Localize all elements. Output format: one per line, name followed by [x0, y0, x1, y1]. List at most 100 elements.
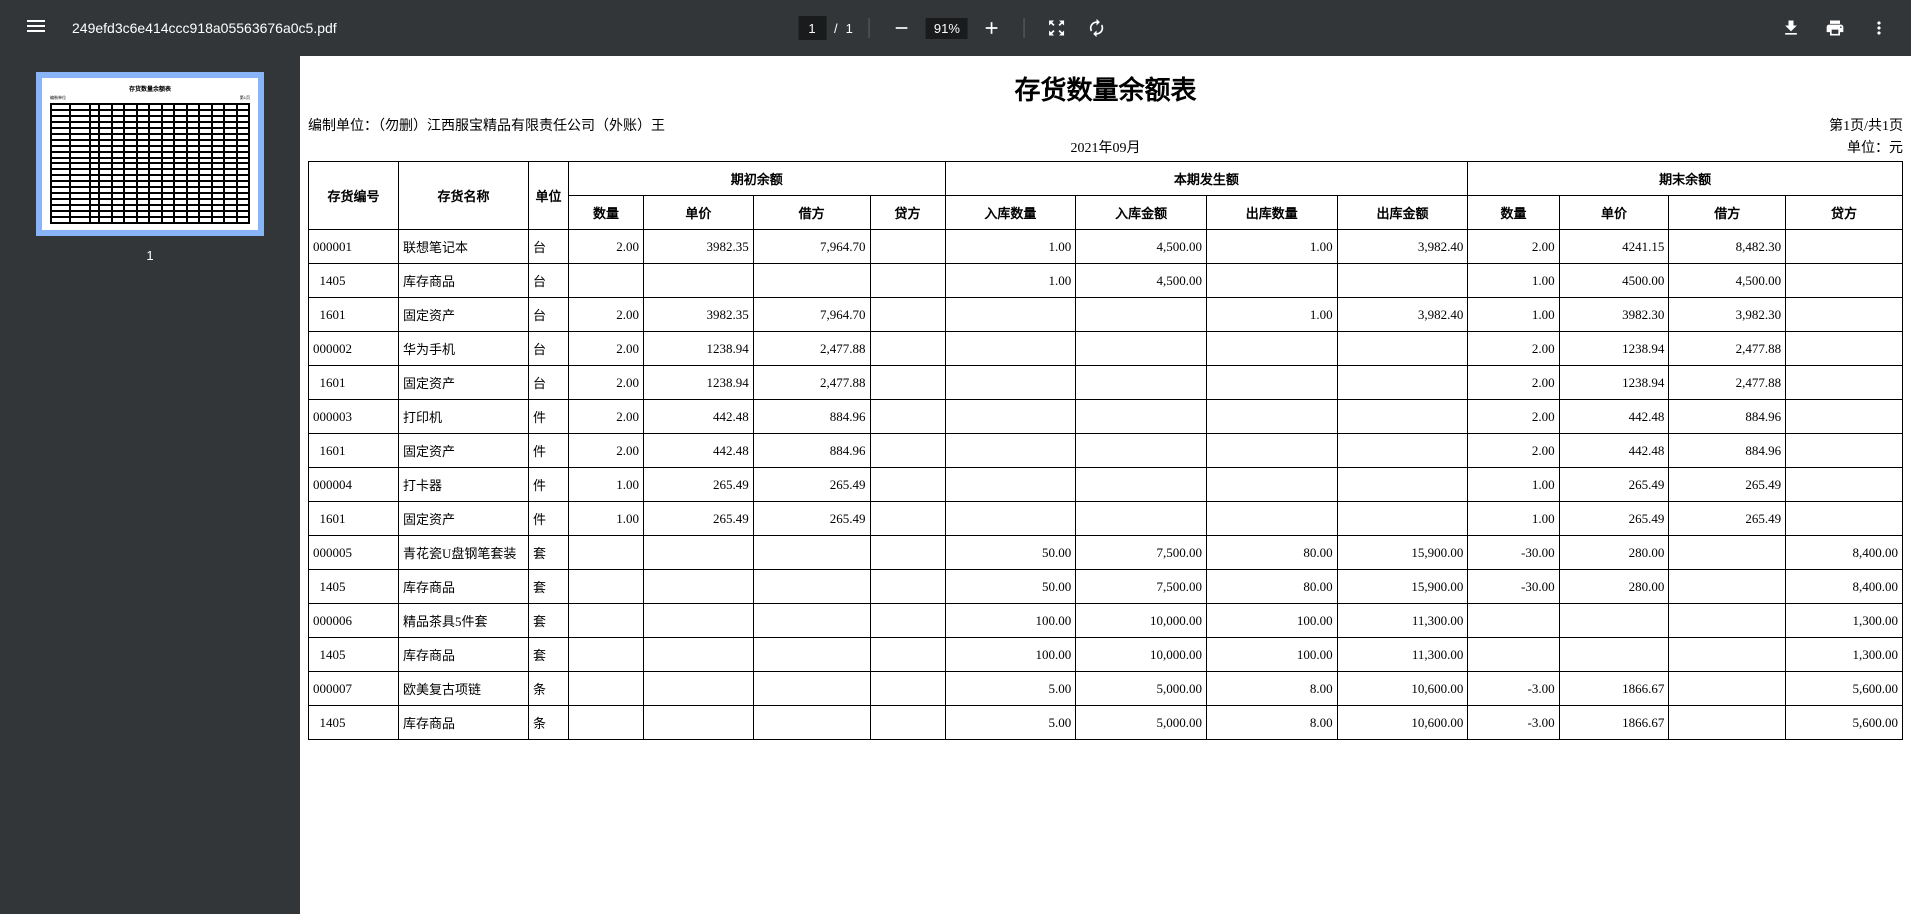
table-cell: -3.00 — [1468, 706, 1559, 740]
table-row: 000007欧美复古项链条5.005,000.008.0010,600.00-3… — [309, 672, 1903, 706]
table-cell — [569, 672, 644, 706]
table-cell: 台 — [529, 264, 569, 298]
page-input[interactable] — [798, 16, 826, 40]
table-cell: 固定资产 — [399, 434, 529, 468]
page-thumbnail[interactable]: 存货数量余额表 编制单位第1页 — [36, 72, 264, 236]
table-cell: 442.48 — [644, 400, 754, 434]
table-cell: 1405 — [309, 706, 399, 740]
th-b-cr: 贷方 — [870, 196, 945, 230]
table-cell: 库存商品 — [399, 570, 529, 604]
table-cell — [945, 502, 1076, 536]
toolbar-right — [1775, 12, 1895, 44]
table-cell — [753, 604, 870, 638]
table-cell — [870, 672, 945, 706]
table-cell: 884.96 — [753, 434, 870, 468]
table-cell — [569, 264, 644, 298]
th-code: 存货编号 — [309, 162, 399, 230]
table-cell: 265.49 — [1669, 502, 1786, 536]
table-cell: 50.00 — [945, 570, 1076, 604]
table-row: 1405库存商品台1.004,500.001.004500.004,500.00 — [309, 264, 1903, 298]
download-button[interactable] — [1775, 12, 1807, 44]
table-cell: 265.49 — [644, 502, 754, 536]
table-cell — [1786, 332, 1903, 366]
divider — [869, 18, 870, 38]
table-cell — [1337, 468, 1468, 502]
table-row: 1405库存商品套100.0010,000.00100.0011,300.001… — [309, 638, 1903, 672]
table-cell — [644, 638, 754, 672]
table-cell: 打印机 — [399, 400, 529, 434]
table-cell: 10,600.00 — [1337, 706, 1468, 740]
table-cell: 1238.94 — [1559, 366, 1669, 400]
th-group-period: 本期发生额 — [945, 162, 1468, 196]
table-cell: 联想笔记本 — [399, 230, 529, 264]
table-cell — [569, 706, 644, 740]
table-cell: 件 — [529, 434, 569, 468]
table-cell — [1337, 400, 1468, 434]
table-cell — [753, 638, 870, 672]
table-cell: 库存商品 — [399, 638, 529, 672]
zoom-level[interactable]: 91% — [926, 18, 968, 39]
table-row: 1405库存商品条5.005,000.008.0010,600.00-3.001… — [309, 706, 1903, 740]
table-cell: 套 — [529, 536, 569, 570]
table-cell: 4500.00 — [1559, 264, 1669, 298]
th-out-qty: 出库数量 — [1206, 196, 1337, 230]
table-cell: 1601 — [309, 298, 399, 332]
table-cell — [1786, 230, 1903, 264]
table-cell — [1786, 264, 1903, 298]
table-cell: 1.00 — [945, 230, 1076, 264]
pdf-viewer[interactable]: 存货数量余额表 编制单位：（勿删）江西服宝精品有限责任公司（外账）王 第1页/共… — [300, 56, 1911, 914]
table-cell: 000003 — [309, 400, 399, 434]
inventory-table: 存货编号 存货名称 单位 期初余额 本期发生额 期末余额 数量 单价 借方 贷方… — [308, 161, 1903, 740]
table-cell: 3982.35 — [644, 230, 754, 264]
pdf-toolbar: 249efd3c6e414ccc918a05563676a0c5.pdf / 1… — [0, 0, 1911, 56]
table-cell: 265.49 — [753, 502, 870, 536]
table-cell: 000005 — [309, 536, 399, 570]
table-row: 000004打卡器件1.00265.49265.491.00265.49265.… — [309, 468, 1903, 502]
table-cell: 5.00 — [945, 706, 1076, 740]
table-cell: 3982.30 — [1559, 298, 1669, 332]
table-cell: 1405 — [309, 264, 399, 298]
table-cell — [1559, 604, 1669, 638]
table-cell: 1.00 — [1468, 502, 1559, 536]
table-cell: 2.00 — [1468, 332, 1559, 366]
table-cell: 80.00 — [1206, 570, 1337, 604]
table-cell: 欧美复古项链 — [399, 672, 529, 706]
rotate-button[interactable] — [1081, 12, 1113, 44]
table-cell: 1866.67 — [1559, 706, 1669, 740]
table-cell — [1337, 264, 1468, 298]
table-header-row-1: 存货编号 存货名称 单位 期初余额 本期发生额 期末余额 — [309, 162, 1903, 196]
document-subheader: 编制单位：（勿删）江西服宝精品有限责任公司（外账）王 第1页/共1页 — [308, 115, 1903, 135]
table-cell — [945, 366, 1076, 400]
table-cell — [753, 672, 870, 706]
more-icon[interactable] — [1863, 12, 1895, 44]
table-cell: 1601 — [309, 434, 399, 468]
table-cell: 青花瓷U盘钢笔套装 — [399, 536, 529, 570]
fit-page-button[interactable] — [1041, 12, 1073, 44]
table-cell — [1206, 400, 1337, 434]
page-info-label: 第1页/共1页 — [1829, 115, 1903, 135]
table-cell: 4241.15 — [1559, 230, 1669, 264]
print-button[interactable] — [1819, 12, 1851, 44]
zoom-out-button[interactable] — [886, 12, 918, 44]
table-cell: 件 — [529, 502, 569, 536]
table-cell — [1076, 366, 1207, 400]
table-cell: 7,500.00 — [1076, 570, 1207, 604]
table-cell: 265.49 — [1669, 468, 1786, 502]
table-cell — [569, 536, 644, 570]
th-e-qty: 数量 — [1468, 196, 1559, 230]
table-cell — [945, 434, 1076, 468]
menu-icon[interactable] — [16, 6, 56, 51]
table-cell — [1669, 604, 1786, 638]
zoom-in-button[interactable] — [976, 12, 1008, 44]
table-cell — [753, 536, 870, 570]
document-subheader-2: 2021年09月 单位：元 — [308, 137, 1903, 157]
table-row: 000002华为手机台2.001238.942,477.882.001238.9… — [309, 332, 1903, 366]
th-group-ending: 期末余额 — [1468, 162, 1903, 196]
toolbar-center: / 1 91% — [798, 12, 1113, 44]
table-cell: 2.00 — [569, 434, 644, 468]
pdf-page: 存货数量余额表 编制单位：（勿删）江西服宝精品有限责任公司（外账）王 第1页/共… — [300, 56, 1911, 914]
table-cell: 8.00 — [1206, 672, 1337, 706]
th-name: 存货名称 — [399, 162, 529, 230]
table-cell: 80.00 — [1206, 536, 1337, 570]
table-cell: 280.00 — [1559, 570, 1669, 604]
